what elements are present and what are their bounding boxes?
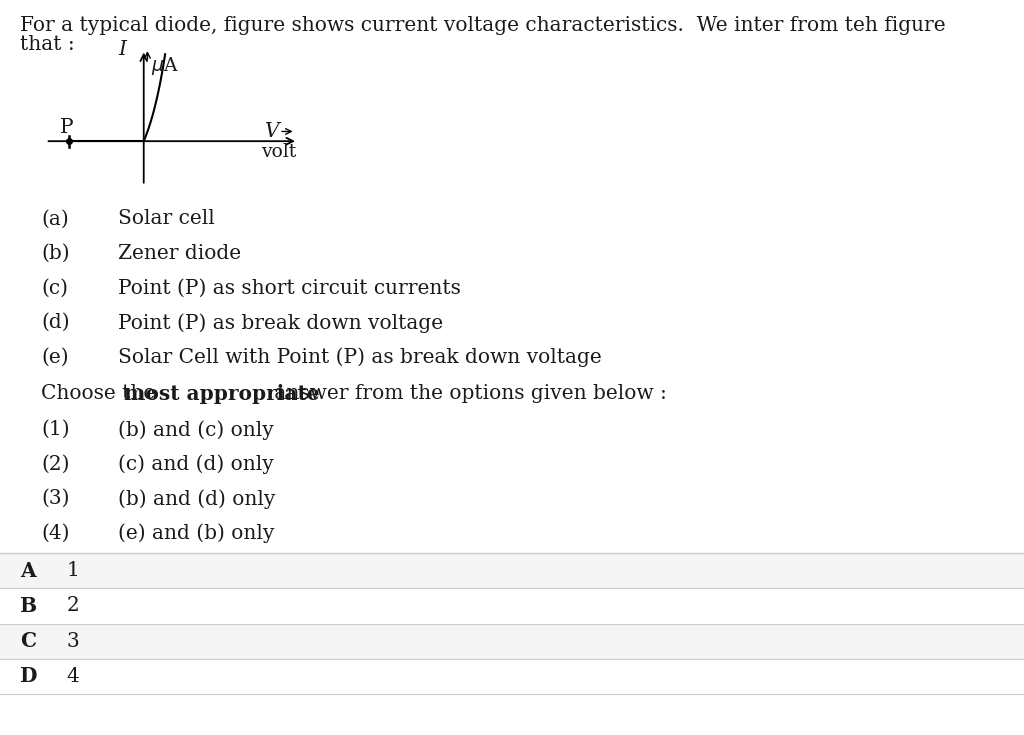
Text: A: A (20, 561, 36, 581)
Text: 3: 3 (67, 631, 79, 650)
Text: $\mu$A: $\mu$A (151, 55, 178, 77)
Text: (4): (4) (41, 523, 70, 542)
Text: B: B (20, 596, 38, 616)
Text: (c) and (d) only: (c) and (d) only (118, 454, 273, 474)
Text: Choose the: Choose the (41, 384, 162, 403)
FancyBboxPatch shape (0, 588, 1024, 623)
FancyBboxPatch shape (0, 553, 1024, 588)
Text: Solar cell: Solar cell (118, 209, 214, 229)
Text: (e): (e) (41, 348, 69, 367)
Text: P: P (59, 118, 74, 137)
Text: (d): (d) (41, 313, 70, 332)
Text: I: I (118, 40, 126, 59)
Text: (b) and (d) only: (b) and (d) only (118, 489, 275, 509)
FancyBboxPatch shape (0, 659, 1024, 694)
Text: Zener diode: Zener diode (118, 244, 241, 263)
Text: (2): (2) (41, 454, 70, 473)
Text: volt: volt (261, 143, 297, 161)
Text: Point (P) as short circuit currents: Point (P) as short circuit currents (118, 279, 461, 298)
Text: (1): (1) (41, 420, 70, 439)
Text: (a): (a) (41, 209, 69, 229)
Text: most appropriate: most appropriate (124, 384, 319, 404)
Text: Point (P) as break down voltage: Point (P) as break down voltage (118, 313, 443, 333)
Text: that :: that : (20, 35, 75, 54)
Text: For a typical diode, figure shows current voltage characteristics.  We inter fro: For a typical diode, figure shows curren… (20, 16, 946, 35)
Text: (3): (3) (41, 489, 70, 508)
Text: 4: 4 (67, 667, 79, 686)
FancyBboxPatch shape (0, 623, 1024, 659)
Text: Solar Cell with Point (P) as break down voltage: Solar Cell with Point (P) as break down … (118, 348, 601, 368)
Text: 1: 1 (67, 561, 80, 580)
Text: answer from the options given below :: answer from the options given below : (268, 384, 668, 403)
Text: (b): (b) (41, 244, 70, 263)
Text: (b) and (c) only: (b) and (c) only (118, 420, 273, 440)
Text: C: C (20, 631, 37, 651)
Text: (c): (c) (41, 279, 68, 298)
Text: 2: 2 (67, 596, 79, 615)
Text: D: D (20, 667, 38, 686)
Text: V: V (265, 122, 280, 141)
Text: (e) and (b) only: (e) and (b) only (118, 523, 274, 543)
